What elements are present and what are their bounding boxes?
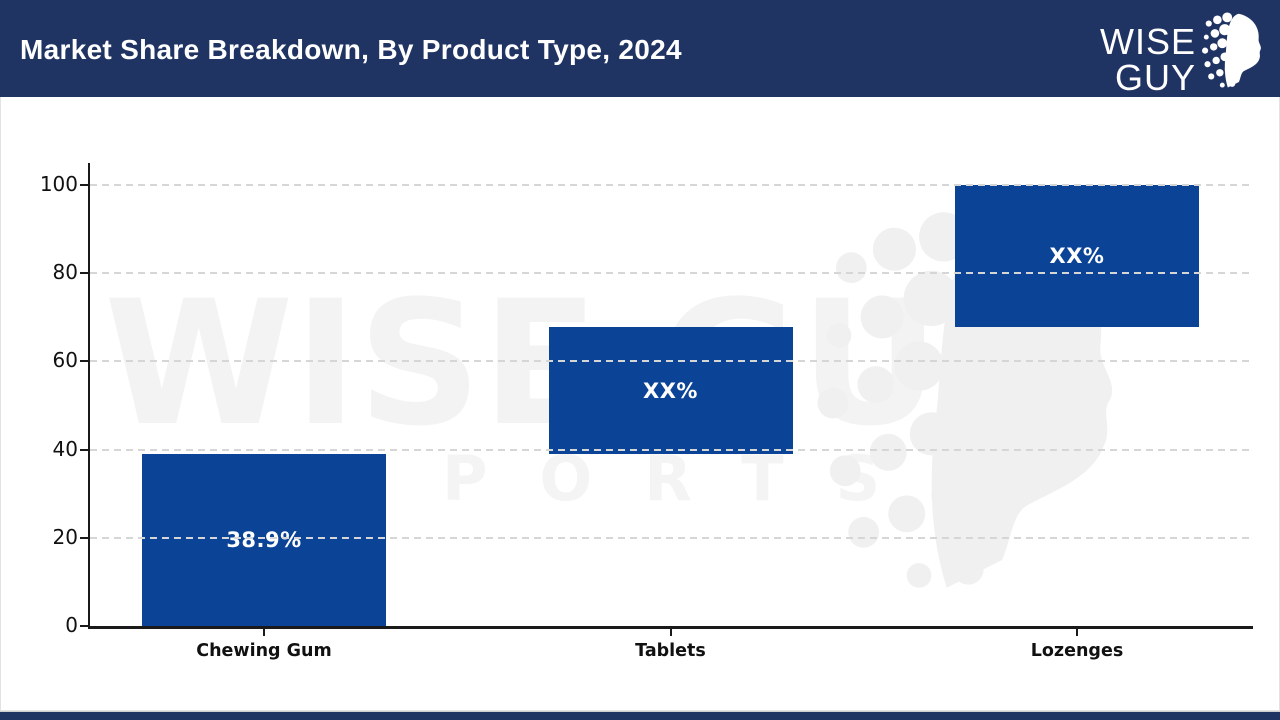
y-tick-label: 60 <box>52 348 78 373</box>
y-tick-label: 0 <box>65 613 78 637</box>
bar-value-label: XX% <box>1049 244 1105 268</box>
y-tick-label: 80 <box>52 260 78 285</box>
x-tick-label: Chewing Gum <box>196 641 332 661</box>
y-axis-line <box>88 163 90 628</box>
gridline <box>90 184 1253 186</box>
y-tick-mark <box>80 360 88 363</box>
y-tick-mark <box>80 625 88 627</box>
y-tick-mark <box>80 272 88 275</box>
y-tick-label: 40 <box>52 436 78 461</box>
y-tick-mark <box>80 448 88 451</box>
x-axis-line <box>88 626 1253 629</box>
y-tick-mark <box>80 536 88 539</box>
bar-chewing-gum: 38.9% <box>142 454 386 626</box>
x-tick-mark <box>669 628 672 636</box>
y-tick-mark <box>80 184 88 186</box>
brand-logo: WISE GUY REPORTS <box>1014 8 1264 113</box>
x-tick-mark <box>263 628 265 636</box>
header-banner: Market Share Breakdown, By Product Type,… <box>0 0 1280 113</box>
bar-tablets: XX% <box>548 327 793 454</box>
y-tick-label: 20 <box>52 524 78 549</box>
gridline <box>90 448 1253 451</box>
x-tick-label: Lozenges <box>1030 641 1124 661</box>
brand-tagline: REPORTS <box>1067 98 1207 113</box>
brand-face-icon <box>1202 12 1261 88</box>
x-tick-label: Tablets <box>635 641 706 661</box>
y-tick-label: 100 <box>39 172 78 196</box>
gridline <box>90 536 1253 539</box>
gridline <box>90 360 1253 363</box>
gridline <box>90 272 1253 275</box>
bar-lozenges: XX% <box>955 185 1199 327</box>
brand-name: WISE GUY <box>1099 21 1196 98</box>
chart-title: Market Share Breakdown, By Product Type,… <box>20 34 682 65</box>
x-tick-mark <box>1076 628 1078 636</box>
footer-bar <box>0 711 1280 720</box>
bar-value-label: XX% <box>643 378 698 403</box>
bar-value-label: 38.9% <box>226 528 302 553</box>
